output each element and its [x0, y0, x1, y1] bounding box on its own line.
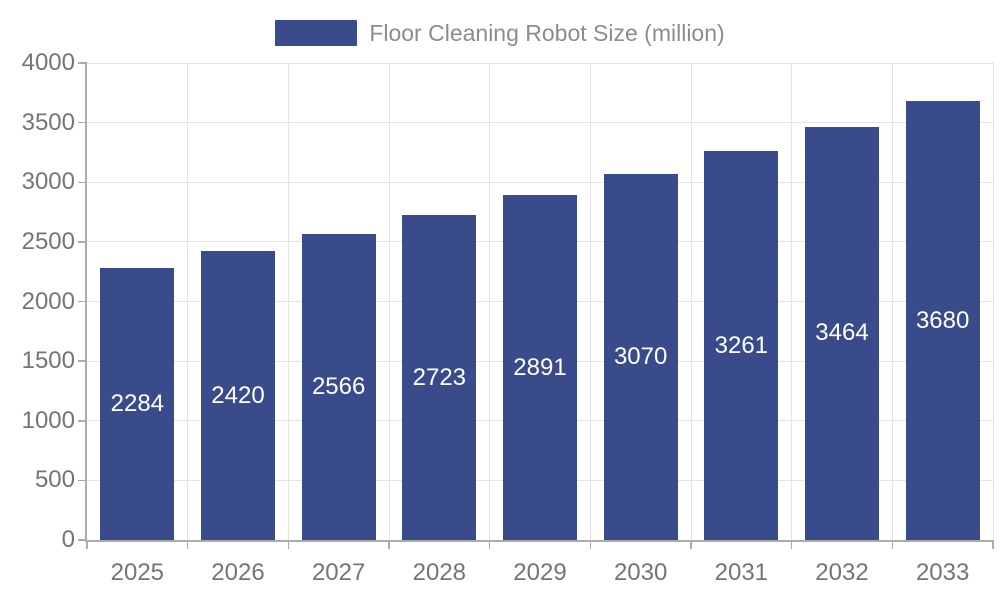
x-axis-label: 2025	[110, 559, 165, 586]
y-axis-tick	[78, 360, 87, 362]
v-gridline	[187, 63, 189, 540]
x-axis-tick	[86, 540, 88, 549]
bar[interactable]	[201, 251, 275, 540]
y-axis-tick	[78, 241, 87, 243]
y-axis-tick	[78, 420, 87, 422]
v-gridline	[690, 63, 692, 540]
bar[interactable]	[402, 215, 477, 540]
bar[interactable]	[301, 234, 376, 540]
h-gridline	[87, 62, 993, 64]
bar-value-label: 2891	[513, 353, 567, 381]
x-axis-line	[85, 540, 993, 542]
v-gridline	[791, 63, 793, 540]
x-axis-tick	[388, 540, 390, 549]
v-gridline	[287, 63, 289, 540]
y-axis-tick	[78, 62, 87, 64]
y-axis-label: 4000	[21, 49, 75, 76]
y-axis-tick	[78, 300, 87, 303]
x-axis-tick	[690, 540, 692, 549]
bar-value-label: 3261	[714, 331, 769, 359]
y-axis-label: 2500	[21, 227, 75, 255]
bar[interactable]	[503, 195, 577, 540]
x-axis-label: 2028	[412, 559, 467, 586]
bar-value-label: 3464	[815, 319, 869, 347]
y-axis-tick	[78, 479, 87, 482]
y-axis-tick	[78, 181, 87, 183]
y-axis-label: 2000	[21, 287, 75, 315]
v-gridline	[992, 63, 994, 540]
x-axis-label: 2026	[211, 559, 265, 586]
y-axis-tick	[78, 539, 87, 541]
h-gridline	[87, 122, 993, 124]
y-axis-line	[85, 63, 87, 542]
x-axis-tick	[891, 540, 894, 549]
y-axis-label: 3500	[21, 108, 75, 136]
legend[interactable]: Floor Cleaning Robot Size (million)	[0, 19, 1000, 47]
v-gridline	[589, 63, 591, 540]
x-axis-tick	[589, 540, 592, 549]
bar-value-label: 2723	[412, 363, 467, 391]
bar-value-label: 3680	[915, 306, 970, 334]
bar-value-label: 2420	[211, 381, 265, 409]
x-axis-label: 2032	[815, 559, 869, 586]
y-axis-label: 0	[61, 526, 75, 553]
bar[interactable]	[704, 151, 779, 540]
x-axis-tick	[186, 540, 189, 549]
legend-swatch-icon	[275, 20, 358, 46]
legend-label: Floor Cleaning Robot Size (million)	[369, 20, 725, 46]
y-axis-label: 1500	[21, 347, 75, 375]
x-axis-label: 2027	[311, 559, 366, 586]
bar-value-label: 3070	[613, 342, 668, 370]
x-axis-tick	[488, 540, 491, 549]
x-axis-label: 2033	[915, 559, 970, 586]
x-axis-tick	[992, 540, 994, 549]
bar[interactable]	[603, 173, 678, 540]
x-axis-label: 2029	[513, 559, 567, 586]
v-gridline	[489, 63, 491, 540]
y-axis-label: 1000	[21, 406, 75, 434]
x-axis-label: 2030	[613, 559, 668, 586]
x-axis-tick	[287, 540, 290, 549]
bar-value-label: 2284	[110, 389, 165, 417]
v-gridline	[891, 63, 893, 540]
bar[interactable]	[100, 267, 175, 540]
h-gridline	[87, 181, 993, 183]
x-axis-tick	[790, 540, 793, 549]
y-axis-label: 500	[34, 466, 75, 494]
y-axis-label: 3000	[21, 168, 75, 196]
bar[interactable]	[805, 126, 879, 540]
bar[interactable]	[905, 101, 980, 540]
y-axis-tick	[78, 121, 87, 124]
bar-value-label: 2566	[311, 373, 366, 400]
x-axis-label: 2031	[714, 559, 769, 586]
v-gridline	[388, 63, 390, 540]
